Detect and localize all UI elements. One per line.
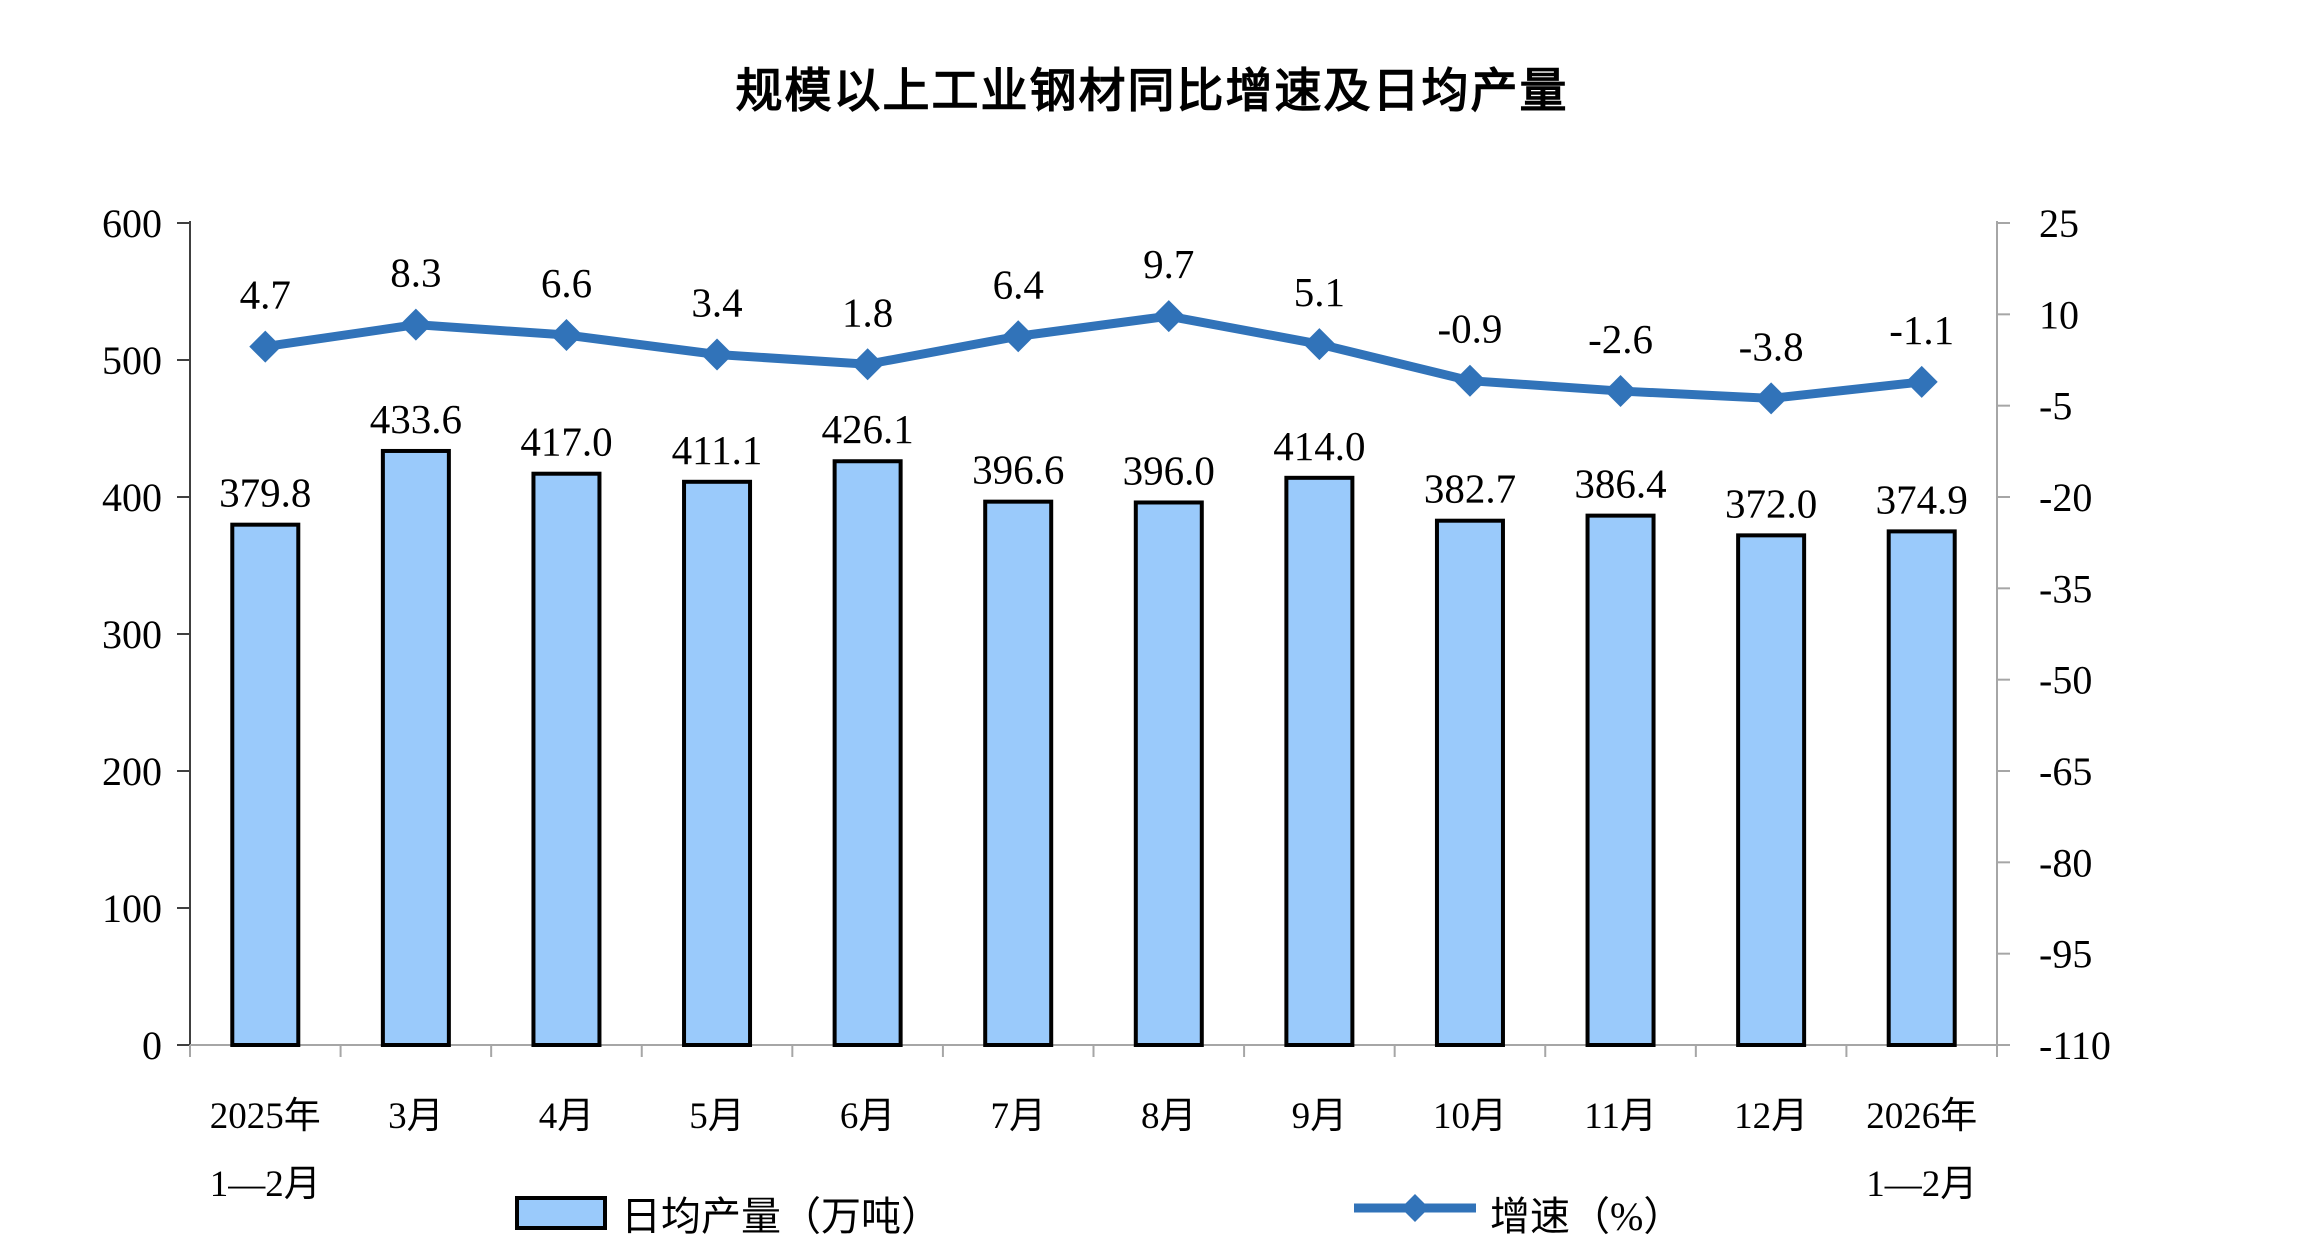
left-axis-tick-label: 0 — [142, 1023, 162, 1068]
line-marker-diamond — [1152, 300, 1185, 333]
bar-daily-output — [1585, 513, 1656, 1047]
line-value-label: -1.1 — [1889, 307, 1954, 353]
x-axis-category-label: 5月 — [689, 1096, 745, 1137]
x-axis-category-label: 9月 — [1292, 1096, 1348, 1137]
line-value-label: 6.4 — [993, 261, 1044, 307]
bar-value-label: 372.0 — [1725, 480, 1817, 526]
bar-daily-output — [682, 479, 753, 1047]
right-axis-tick-label: -110 — [2039, 1023, 2111, 1068]
bar-daily-output — [1434, 518, 1505, 1047]
line-marker-diamond — [701, 338, 734, 371]
line-marker-diamond — [249, 330, 282, 363]
right-axis-tick-label: -35 — [2039, 566, 2092, 611]
bar-value-label: 426.1 — [822, 406, 914, 452]
line-marker-diamond — [851, 348, 884, 381]
x-axis-category-label: 3月 — [388, 1096, 444, 1137]
line-value-label: -2.6 — [1588, 316, 1653, 362]
line-value-label: 5.1 — [1294, 269, 1345, 315]
line-value-label: 1.8 — [842, 289, 893, 335]
legend-growth-rate-label: 增速（%） — [1490, 1194, 1684, 1239]
bar-value-label: 411.1 — [672, 427, 763, 473]
growth-rate-line — [264, 311, 1923, 403]
left-axis-tick-label: 400 — [102, 475, 162, 520]
bar-daily-output — [983, 499, 1054, 1047]
x-axis-category-label: 7月 — [990, 1096, 1046, 1137]
bar-value-label: 374.9 — [1876, 476, 1968, 522]
legend-daily-output-label: 日均产量（万吨） — [621, 1194, 941, 1239]
left-axis-tick-label: 600 — [102, 201, 162, 246]
line-marker-diamond — [1905, 365, 1938, 398]
x-axis-category-label: 4月 — [539, 1096, 595, 1137]
line-marker-diamond — [1303, 328, 1336, 361]
bar-value-label: 417.0 — [520, 419, 612, 465]
line-marker-diamond — [1453, 364, 1486, 397]
left-axis-tick-label: 100 — [102, 886, 162, 931]
bar-value-label: 396.0 — [1123, 447, 1215, 493]
right-axis-tick-label: -50 — [2039, 658, 2092, 703]
right-axis-tick-label: -80 — [2039, 840, 2092, 885]
line-value-label: 4.7 — [240, 272, 291, 318]
x-axis-category-label: 1—2月 — [1866, 1164, 1977, 1205]
legend-item-daily-output: 日均产量（万吨） — [515, 1192, 941, 1239]
line-marker-diamond — [1604, 375, 1637, 408]
line-value-label: 9.7 — [1143, 241, 1194, 287]
bar-value-label: 382.7 — [1424, 466, 1516, 512]
bar-daily-output — [1736, 533, 1807, 1047]
right-axis-tick-label: 25 — [2039, 201, 2079, 246]
line-value-label: 8.3 — [390, 250, 441, 296]
bar-daily-output — [230, 522, 301, 1047]
line-diamond-swatch-icon — [1352, 1188, 1478, 1238]
x-axis-category-label: 6月 — [840, 1096, 896, 1137]
x-axis-category-label: 8月 — [1141, 1096, 1197, 1137]
line-marker-diamond — [1002, 320, 1035, 353]
line-value-label: 3.4 — [691, 280, 742, 326]
line-value-label: -3.8 — [1739, 323, 1804, 369]
bar-daily-output — [1133, 500, 1204, 1048]
left-axis-tick-label: 200 — [102, 749, 162, 794]
right-axis-tick-label: -65 — [2039, 749, 2092, 794]
x-axis-category-label: 12月 — [1734, 1096, 1808, 1137]
bar-value-label: 433.6 — [370, 396, 462, 442]
bar-daily-output — [380, 448, 451, 1047]
line-marker-diamond — [1755, 382, 1788, 415]
legend-item-growth-rate: 增速（%） — [1352, 1192, 1683, 1239]
left-axis-tick-label: 300 — [102, 612, 162, 657]
bar-value-label: 379.8 — [219, 470, 311, 516]
bar-value-label: 386.4 — [1574, 461, 1666, 507]
right-axis-tick-label: -95 — [2039, 932, 2092, 977]
right-axis-tick-label: -20 — [2039, 475, 2092, 520]
line-value-label: -0.9 — [1438, 306, 1503, 352]
x-axis-category-label: 1—2月 — [210, 1164, 321, 1205]
x-axis-category-label: 2026年 — [1866, 1095, 1977, 1137]
line-value-label: 6.6 — [541, 260, 592, 306]
line-marker-diamond — [399, 308, 432, 341]
bar-swatch-icon — [515, 1196, 607, 1230]
bar-daily-output — [531, 471, 602, 1047]
x-axis-category-label: 2025年 — [210, 1095, 321, 1137]
line-marker-diamond — [550, 319, 583, 352]
right-axis-tick-label: 10 — [2039, 292, 2079, 337]
right-axis-tick-label: -5 — [2039, 384, 2072, 429]
x-axis-category-label: 11月 — [1584, 1096, 1657, 1137]
left-axis-tick-label: 500 — [102, 338, 162, 383]
bar-value-label: 396.6 — [972, 447, 1064, 493]
bar-value-label: 414.0 — [1273, 423, 1365, 469]
bar-daily-output — [1886, 529, 1957, 1047]
x-axis-category-label: 10月 — [1433, 1096, 1507, 1137]
line-diamond-swatch-glyph — [1354, 1194, 1476, 1222]
chart-title: 规模以上工业钢材同比增速及日均产量 — [735, 64, 1569, 117]
bar-daily-output — [832, 459, 903, 1048]
bar-daily-output — [1284, 475, 1355, 1047]
